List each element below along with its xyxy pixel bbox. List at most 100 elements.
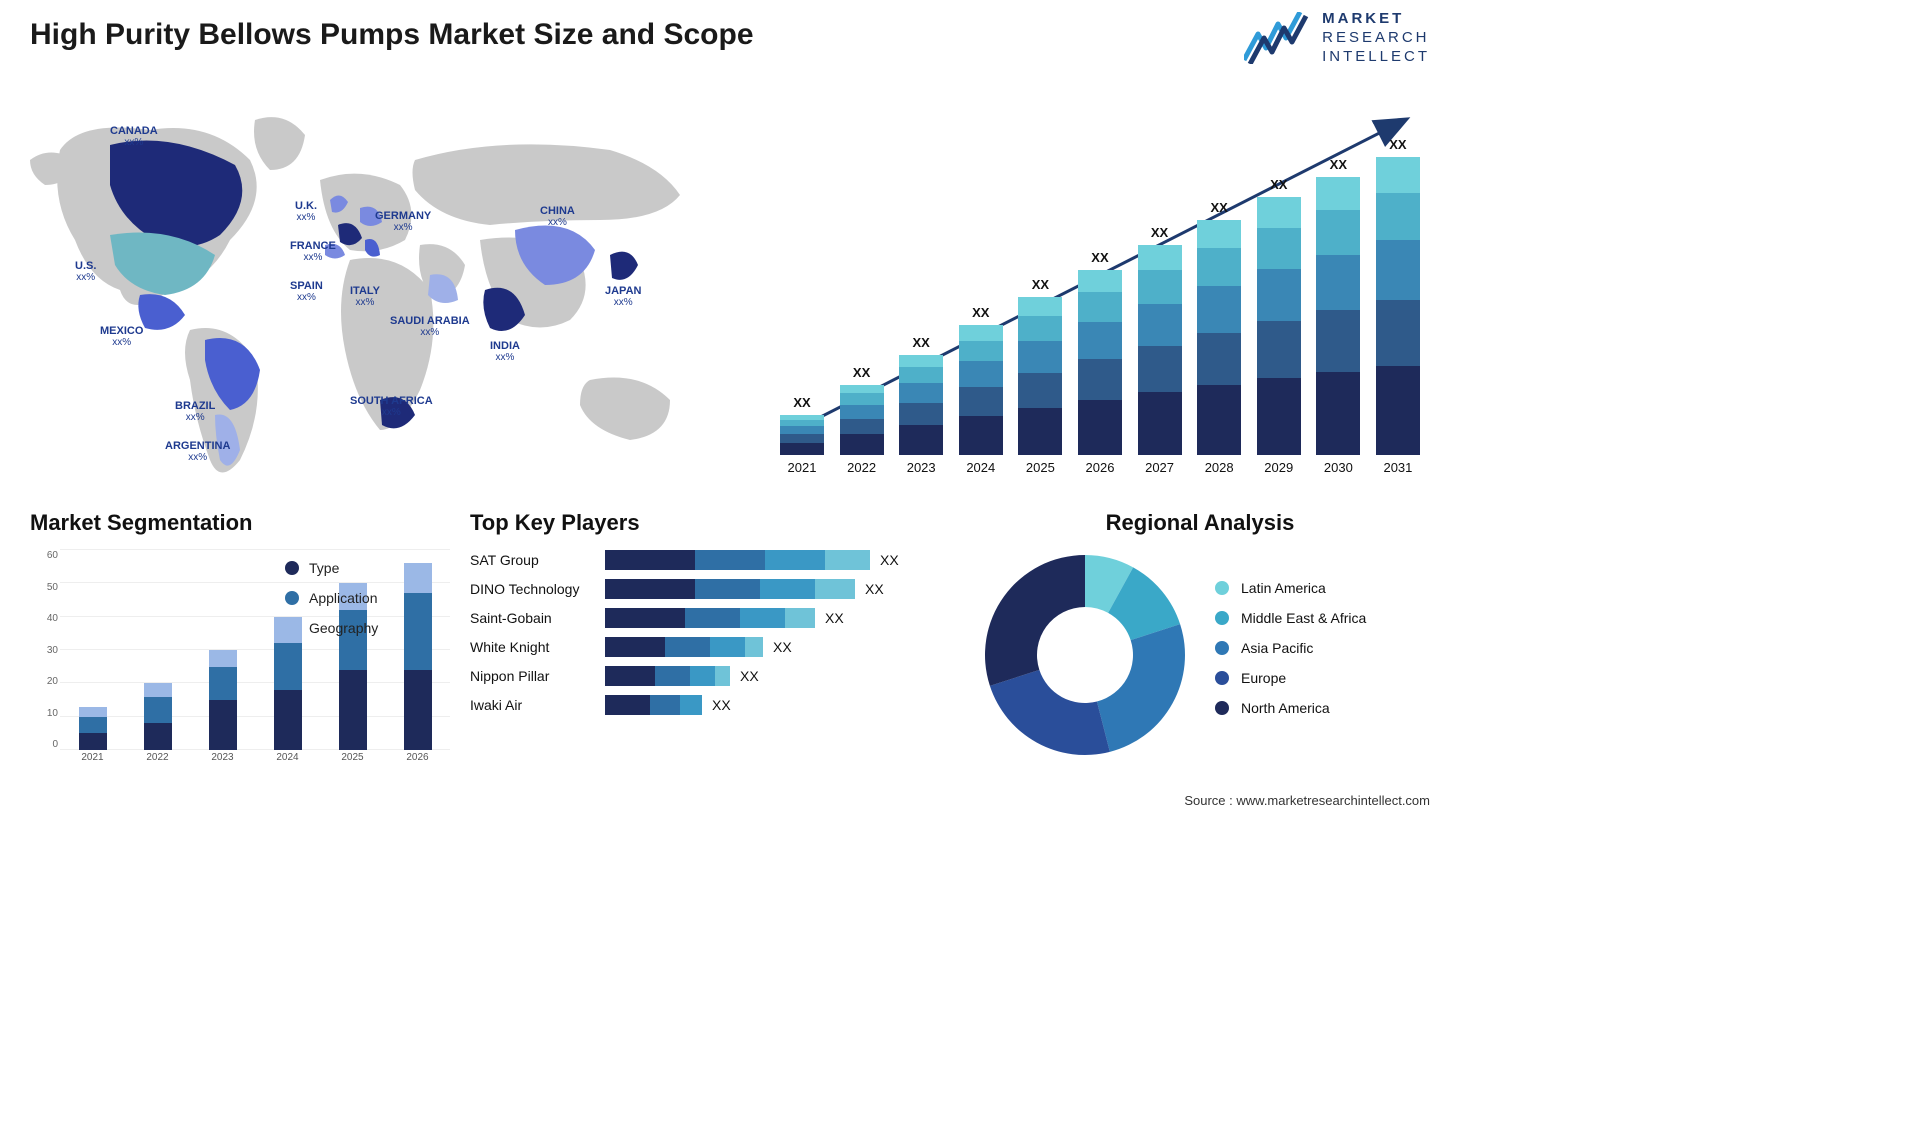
map-label: SPAINxx%	[290, 280, 323, 303]
player-bar	[605, 695, 702, 715]
player-name: Nippon Pillar	[470, 668, 605, 684]
map-label: CHINAxx%	[540, 205, 575, 228]
segmentation-legend: TypeApplicationGeography	[285, 560, 378, 650]
growth-bar-value: XX	[1091, 250, 1108, 265]
map-label: BRAZILxx%	[175, 400, 215, 423]
map-label: MEXICOxx%	[100, 325, 143, 348]
growth-year-label: 2027	[1138, 460, 1182, 475]
growth-year-label: 2022	[840, 460, 884, 475]
segmentation-year-label: 2021	[81, 752, 103, 770]
segmentation-year-label: 2025	[341, 752, 363, 770]
segmentation-title: Market Segmentation	[30, 510, 450, 536]
segmentation-bar	[209, 650, 237, 750]
segmentation-bar	[79, 707, 107, 750]
segmentation-legend-item: Type	[285, 560, 378, 576]
growth-bar: XX	[1376, 157, 1420, 455]
segmentation-section: Market Segmentation 6050403020100 202120…	[30, 510, 450, 770]
map-label: INDIAxx%	[490, 340, 520, 363]
growth-bar-value: XX	[853, 365, 870, 380]
regional-legend-item: Asia Pacific	[1215, 640, 1366, 656]
source-attribution: Source : www.marketresearchintellect.com	[1184, 793, 1430, 808]
map-label: SOUTH AFRICAxx%	[350, 395, 433, 418]
growth-bar-value: XX	[972, 305, 989, 320]
player-name: Saint-Gobain	[470, 610, 605, 626]
growth-bar-value: XX	[793, 395, 810, 410]
growth-year-label: 2026	[1078, 460, 1122, 475]
segmentation-year-label: 2026	[406, 752, 428, 770]
brand-logo: MARKET RESEARCH INTELLECT	[1244, 10, 1430, 66]
growth-year-label: 2025	[1018, 460, 1062, 475]
map-label: SAUDI ARABIAxx%	[390, 315, 470, 338]
player-bar	[605, 637, 763, 657]
regional-legend-item: Middle East & Africa	[1215, 610, 1366, 626]
growth-bar: XX	[1316, 177, 1360, 455]
players-title: Top Key Players	[470, 510, 950, 536]
growth-bar-value: XX	[913, 335, 930, 350]
segmentation-bar	[144, 683, 172, 750]
growth-bar: XX	[1257, 197, 1301, 455]
regional-legend-item: Europe	[1215, 670, 1366, 686]
player-value: XX	[865, 581, 884, 597]
growth-year-label: 2021	[780, 460, 824, 475]
player-name: Iwaki Air	[470, 697, 605, 713]
player-value: XX	[825, 610, 844, 626]
growth-bar-value: XX	[1389, 137, 1406, 152]
growth-bar: XX	[1138, 245, 1182, 455]
growth-year-label: 2029	[1257, 460, 1301, 475]
map-label: ITALYxx%	[350, 285, 380, 308]
regional-section: Regional Analysis Latin AmericaMiddle Ea…	[980, 510, 1420, 760]
growth-bar: XX	[1078, 270, 1122, 455]
player-row: Iwaki Air XX	[470, 695, 950, 715]
growth-bar: XX	[899, 355, 943, 455]
player-value: XX	[712, 697, 731, 713]
players-section: Top Key Players SAT GroupXXDINO Technolo…	[470, 510, 950, 724]
growth-bar-value: XX	[1032, 277, 1049, 292]
map-label: FRANCExx%	[290, 240, 336, 263]
player-row: DINO Technology XX	[470, 579, 950, 599]
player-row: SAT Group XX	[470, 550, 950, 570]
player-bar	[605, 608, 815, 628]
segmentation-year-label: 2022	[146, 752, 168, 770]
player-bar	[605, 550, 870, 570]
player-row: White Knight XX	[470, 637, 950, 657]
map-label: JAPANxx%	[605, 285, 641, 308]
growth-bar: XX	[840, 385, 884, 455]
growth-year-label: 2031	[1376, 460, 1420, 475]
growth-year-label: 2028	[1197, 460, 1241, 475]
map-label: CANADAxx%	[110, 125, 158, 148]
regional-legend-item: North America	[1215, 700, 1366, 716]
segmentation-chart: 6050403020100 202120222023202420252026	[30, 550, 450, 770]
growth-bar: XX	[959, 325, 1003, 455]
player-name: DINO Technology	[470, 581, 605, 597]
player-row: Nippon Pillar XX	[470, 666, 950, 686]
player-name: White Knight	[470, 639, 605, 655]
logo-text: MARKET RESEARCH INTELLECT	[1322, 10, 1430, 66]
growth-chart: XXXXXXXXXXXXXXXXXXXXXX 20212022202320242…	[780, 105, 1420, 475]
player-name: SAT Group	[470, 552, 605, 568]
growth-bar-value: XX	[1330, 157, 1347, 172]
logo-mark-icon	[1244, 12, 1310, 64]
growth-year-label: 2023	[899, 460, 943, 475]
segmentation-bar	[404, 563, 432, 750]
segmentation-legend-item: Geography	[285, 620, 378, 636]
player-row: Saint-Gobain XX	[470, 608, 950, 628]
growth-bar: XX	[1018, 297, 1062, 455]
page-title: High Purity Bellows Pumps Market Size an…	[30, 18, 754, 52]
growth-bar: XX	[1197, 220, 1241, 455]
segmentation-year-label: 2024	[276, 752, 298, 770]
regional-legend: Latin America Middle East & Africa Asia Pa…	[1215, 580, 1366, 730]
player-value: XX	[740, 668, 759, 684]
player-value: XX	[773, 639, 792, 655]
map-label: U.K.xx%	[295, 200, 317, 223]
growth-bar: XX	[780, 415, 824, 455]
player-bar	[605, 579, 855, 599]
segmentation-year-label: 2023	[211, 752, 233, 770]
growth-bar-value: XX	[1151, 225, 1168, 240]
growth-bar-value: XX	[1270, 177, 1287, 192]
player-value: XX	[880, 552, 899, 568]
regional-donut-chart	[980, 550, 1190, 760]
regional-legend-item: Latin America	[1215, 580, 1366, 596]
map-label: U.S.xx%	[75, 260, 96, 283]
player-bar	[605, 666, 730, 686]
map-label: ARGENTINAxx%	[165, 440, 230, 463]
